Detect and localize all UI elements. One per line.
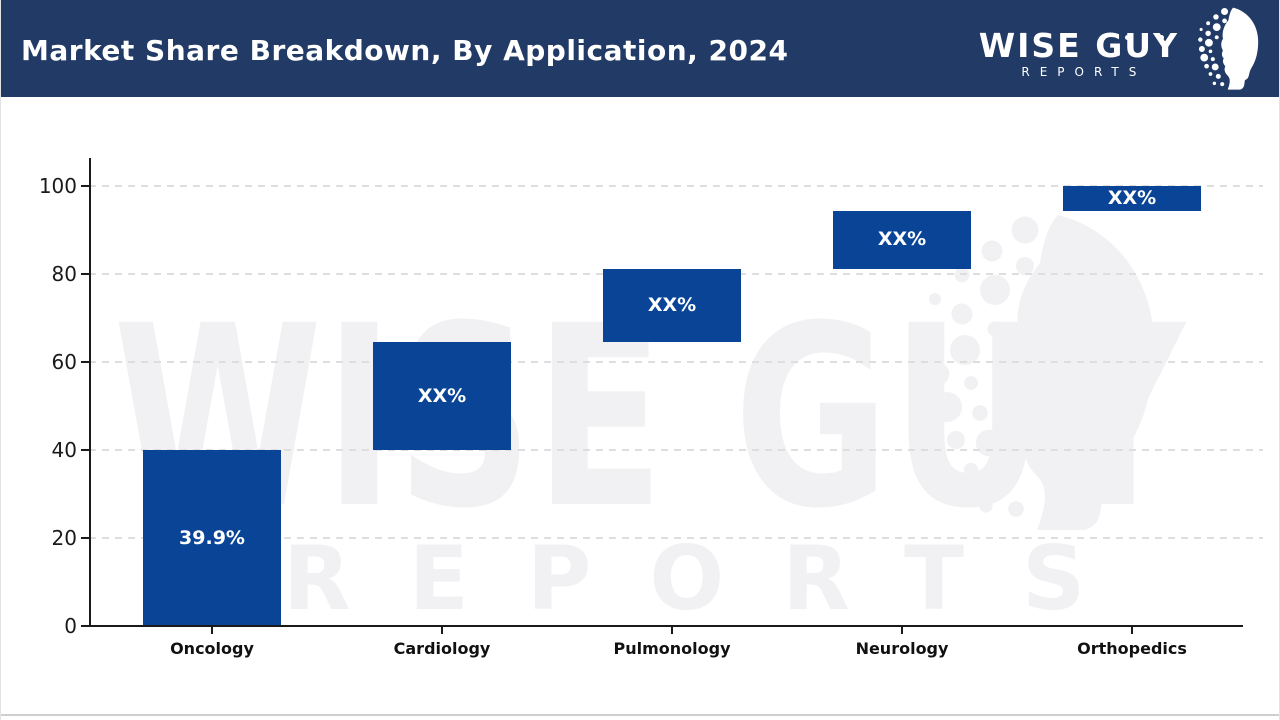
- brand-logo: WISE GUY REPORTS: [979, 6, 1265, 92]
- x-label-cardiology: Cardiology: [393, 639, 491, 658]
- x-axis-tick: [211, 627, 213, 634]
- x-axis-line: [89, 625, 1243, 627]
- y-tick-label: 100: [38, 174, 77, 198]
- bar-neurology: XX%: [833, 211, 971, 269]
- bottom-border: [1, 714, 1279, 716]
- y-tick-label: 80: [51, 262, 77, 286]
- y-axis-line: [89, 158, 91, 627]
- bar-oncology: 39.9%: [143, 450, 281, 626]
- bar-value-label: XX%: [647, 293, 697, 316]
- x-axis-tick: [901, 627, 903, 634]
- logo-dot-icon: [1158, 34, 1164, 40]
- y-tick-label: 0: [64, 614, 77, 638]
- bar-value-label: XX%: [1107, 187, 1157, 210]
- y-axis-tick: [81, 625, 89, 627]
- y-axis-tick: [81, 537, 89, 539]
- brand-name: WISE GUY: [978, 25, 1179, 65]
- y-axis-tick: [81, 273, 89, 275]
- x-axis-tick: [1131, 627, 1133, 634]
- x-label-neurology: Neurology: [855, 639, 949, 658]
- x-label-pulmonology: Pulmonology: [613, 639, 731, 658]
- x-label-orthopedics: Orthopedics: [1077, 639, 1187, 658]
- gridline-40: [89, 449, 1263, 451]
- header-bar: Market Share Breakdown, By Application, …: [1, 0, 1279, 97]
- x-axis-tick: [671, 627, 673, 634]
- x-label-oncology: Oncology: [170, 639, 254, 658]
- watermark-subtext: REPORTS: [283, 527, 1144, 630]
- bar-orthopedics: XX%: [1063, 186, 1201, 212]
- gridline-100: [89, 185, 1263, 187]
- gridline-60: [89, 361, 1263, 363]
- brand-subname: REPORTS: [1021, 65, 1147, 80]
- y-tick-label: 20: [51, 526, 77, 550]
- y-axis-tick: [81, 449, 89, 451]
- bar-value-label: XX%: [877, 228, 927, 251]
- x-axis-tick: [441, 627, 443, 634]
- gridline-20: [89, 537, 1263, 539]
- page-title: Market Share Breakdown, By Application, …: [21, 34, 789, 67]
- bar-value-label: 39.9%: [179, 526, 245, 549]
- brand-logo-text: WISE GUY REPORTS: [978, 25, 1179, 80]
- y-axis-tick: [81, 185, 89, 187]
- bar-value-label: XX%: [417, 384, 467, 407]
- brand-head-icon: [1181, 6, 1265, 92]
- bar-cardiology: XX%: [373, 342, 511, 451]
- bar-pulmonology: XX%: [603, 268, 741, 343]
- y-axis-tick: [81, 361, 89, 363]
- y-tick-label: 60: [51, 350, 77, 374]
- logo-dot-icon: [1124, 34, 1130, 40]
- y-tick-label: 40: [51, 438, 77, 462]
